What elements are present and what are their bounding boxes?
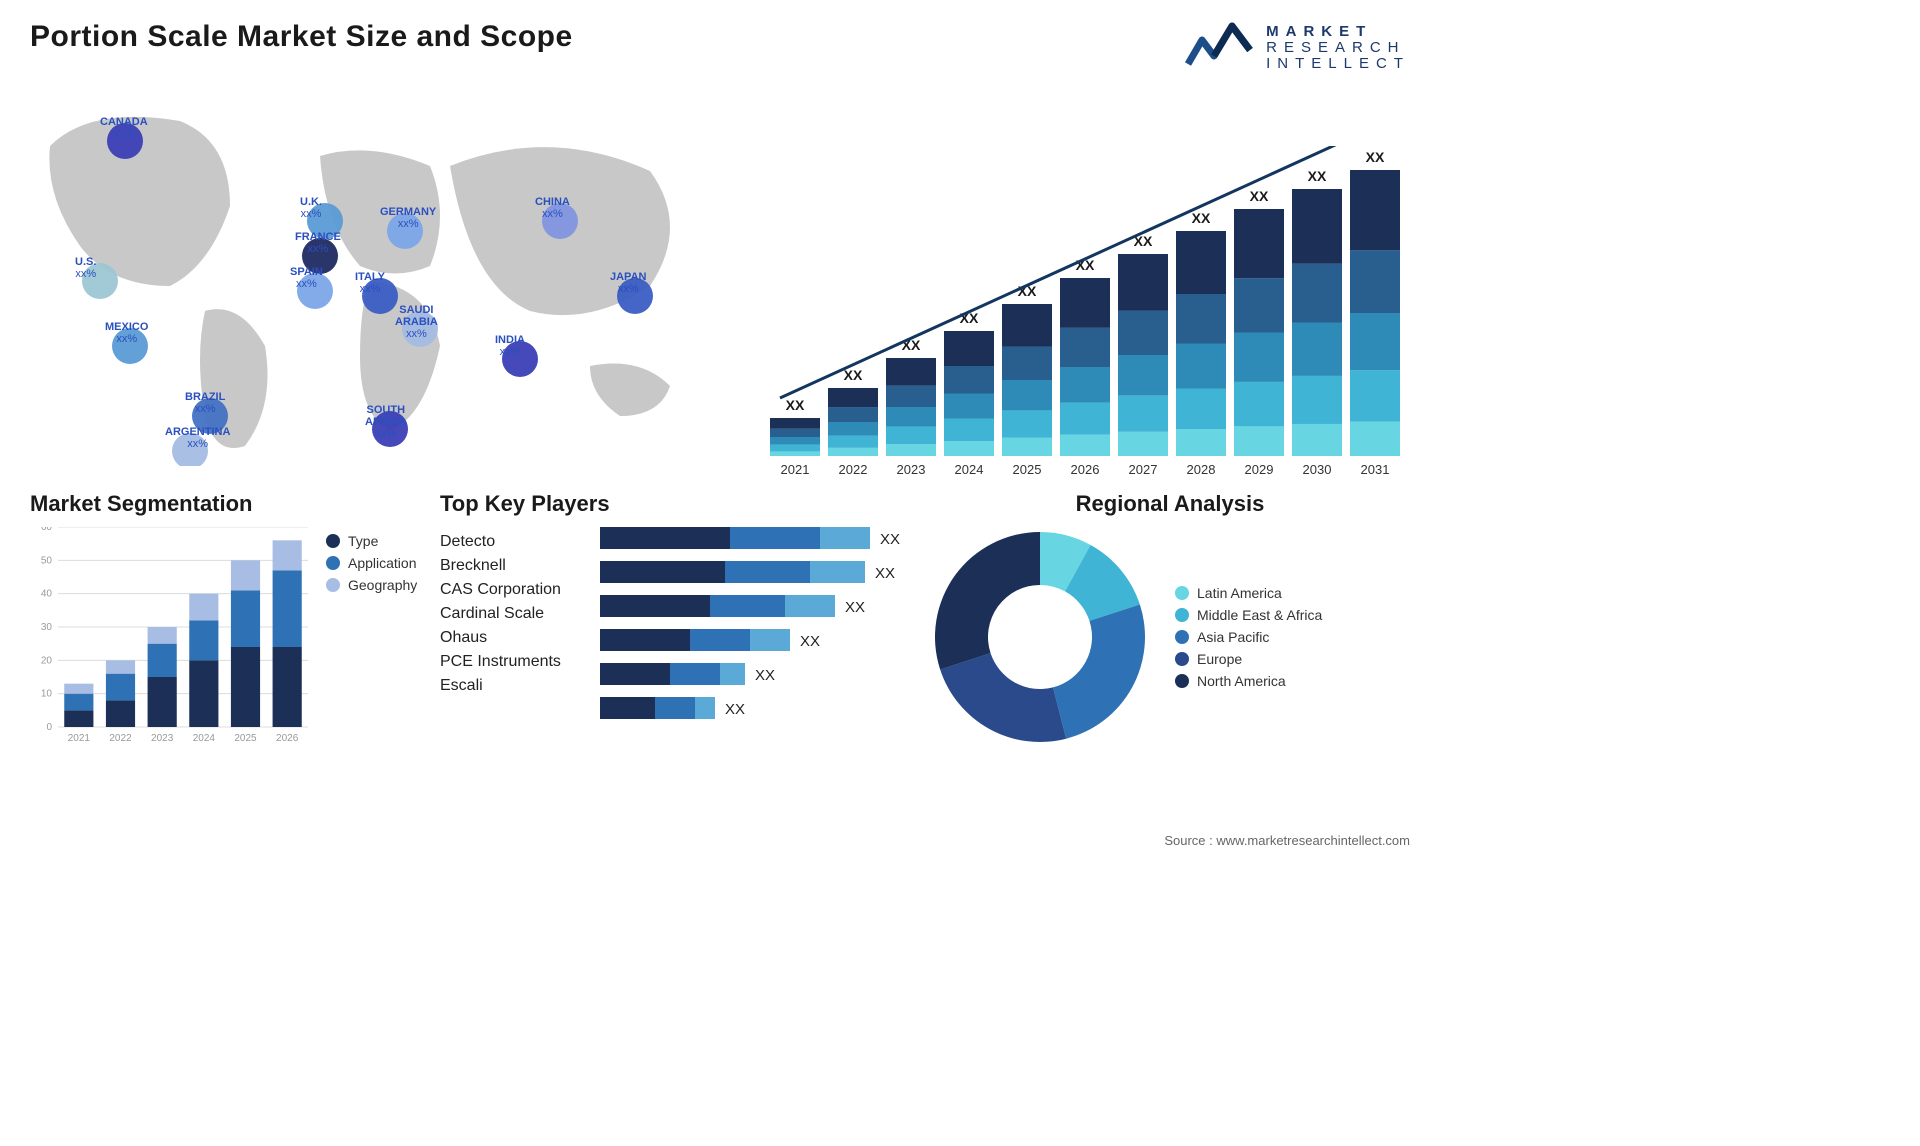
svg-text:XX: XX [880, 531, 900, 548]
svg-text:2025: 2025 [1013, 462, 1042, 477]
logo-line2: RESEARCH [1266, 40, 1410, 56]
svg-text:XX: XX [725, 701, 745, 718]
svg-text:XX: XX [844, 367, 863, 383]
regional-panel: Regional Analysis Latin AmericaMiddle Ea… [930, 491, 1410, 749]
regional-legend-item: North America [1175, 673, 1322, 689]
svg-text:XX: XX [786, 397, 805, 413]
regional-legend-item: Middle East & Africa [1175, 607, 1322, 623]
svg-text:XX: XX [755, 667, 775, 684]
player-list-item: Ohaus [440, 629, 585, 647]
map-label: JAPANxx% [610, 271, 646, 295]
regional-legend-item: Latin America [1175, 585, 1322, 601]
svg-text:XX: XX [1250, 188, 1269, 204]
svg-text:50: 50 [41, 555, 53, 566]
source-label: Source : www.marketresearchintellect.com [1164, 833, 1410, 848]
map-label: BRAZILxx% [185, 391, 225, 415]
segmentation-legend-item: Application [326, 555, 417, 571]
players-list: Detecto Brecknell CAS Corporation Cardinal … [440, 527, 585, 731]
player-list-item: Detecto [440, 533, 585, 551]
svg-text:2024: 2024 [193, 733, 216, 744]
map-label: SPAINxx% [290, 266, 323, 290]
player-list-item: Cardinal Scale [440, 605, 585, 623]
svg-text:40: 40 [41, 589, 53, 600]
svg-text:2029: 2029 [1245, 462, 1274, 477]
svg-text:30: 30 [41, 622, 53, 633]
svg-text:2027: 2027 [1129, 462, 1158, 477]
player-list-item: Brecknell [440, 557, 585, 575]
svg-text:2025: 2025 [234, 733, 257, 744]
svg-text:XX: XX [1308, 168, 1327, 184]
map-label: GERMANYxx% [380, 206, 436, 230]
svg-text:2024: 2024 [955, 462, 984, 477]
player-list-item: CAS Corporation [440, 581, 585, 599]
player-list-item: Escali [440, 677, 585, 695]
regional-donut-svg [930, 527, 1150, 747]
segmentation-legend-item: Geography [326, 577, 417, 593]
logo-line1: MARKET [1266, 24, 1410, 40]
map-label: CANADAxx% [100, 116, 148, 140]
svg-text:2031: 2031 [1361, 462, 1390, 477]
svg-text:20: 20 [41, 655, 53, 666]
logo-line3: INTELLECT [1266, 56, 1410, 72]
svg-text:2022: 2022 [839, 462, 868, 477]
map-label: U.K.xx% [300, 196, 322, 220]
segmentation-title: Market Segmentation [30, 491, 420, 517]
segmentation-chart-svg: 0 10 20 30 40 50 60 2021 2022 2023 2024 2025 2026 [30, 527, 308, 749]
map-label: ARGENTINAxx% [165, 426, 230, 450]
growth-chart-svg: XX2021XX2022XX2023XX2024XX2025XX2026XX20… [770, 146, 1400, 496]
map-label: ITALYxx% [355, 271, 385, 295]
regional-legend-item: Europe [1175, 651, 1322, 667]
map-label: FRANCExx% [295, 231, 341, 255]
svg-text:2023: 2023 [151, 733, 174, 744]
page-title: Portion Scale Market Size and Scope [30, 20, 573, 54]
map-label: SAUDIARABIAxx% [395, 304, 438, 340]
players-panel: Top Key Players DetectoBrecknellCAS Corp… [440, 491, 910, 749]
svg-text:2021: 2021 [781, 462, 810, 477]
svg-text:XX: XX [1366, 149, 1385, 165]
svg-text:60: 60 [41, 527, 53, 533]
regional-legend-item: Asia Pacific [1175, 629, 1322, 645]
svg-text:XX: XX [875, 565, 895, 582]
map-label: CHINAxx% [535, 196, 570, 220]
segmentation-legend-item: Type [326, 533, 417, 549]
svg-text:0: 0 [46, 722, 52, 733]
svg-text:2022: 2022 [109, 733, 132, 744]
svg-text:XX: XX [845, 599, 865, 616]
segmentation-legend: Type Application Geography [326, 527, 417, 749]
map-label: INDIAxx% [495, 334, 525, 358]
svg-text:2021: 2021 [68, 733, 91, 744]
growth-chart: XX2021XX2022XX2023XX2024XX2025XX2026XX20… [770, 86, 1410, 466]
svg-text:2023: 2023 [897, 462, 926, 477]
world-map: CANADAxx% U.S.xx% MEXICOxx% BRAZILxx% ARGENT… [30, 86, 730, 466]
svg-text:XX: XX [800, 633, 820, 650]
svg-text:2026: 2026 [276, 733, 299, 744]
regional-legend: Latin America Middle East & Africa Asia Pa… [1175, 579, 1322, 695]
svg-text:2030: 2030 [1303, 462, 1332, 477]
segmentation-panel: Market Segmentation 0 10 20 30 40 50 60 2021 202… [30, 491, 420, 749]
map-label: MEXICOxx% [105, 321, 148, 345]
svg-text:2028: 2028 [1187, 462, 1216, 477]
player-list-item: PCE Instruments [440, 653, 585, 671]
map-label: SOUTHAFRICAxx% [365, 404, 407, 440]
svg-text:2026: 2026 [1071, 462, 1100, 477]
brand-logo-icon [1184, 20, 1256, 76]
svg-text:XX: XX [1192, 210, 1211, 226]
svg-text:10: 10 [41, 689, 53, 700]
brand-logo: MARKET RESEARCH INTELLECT [1184, 20, 1410, 76]
players-chart-svg: XX XX XX XX XX XX [600, 527, 910, 731]
map-label: U.S.xx% [75, 256, 96, 280]
